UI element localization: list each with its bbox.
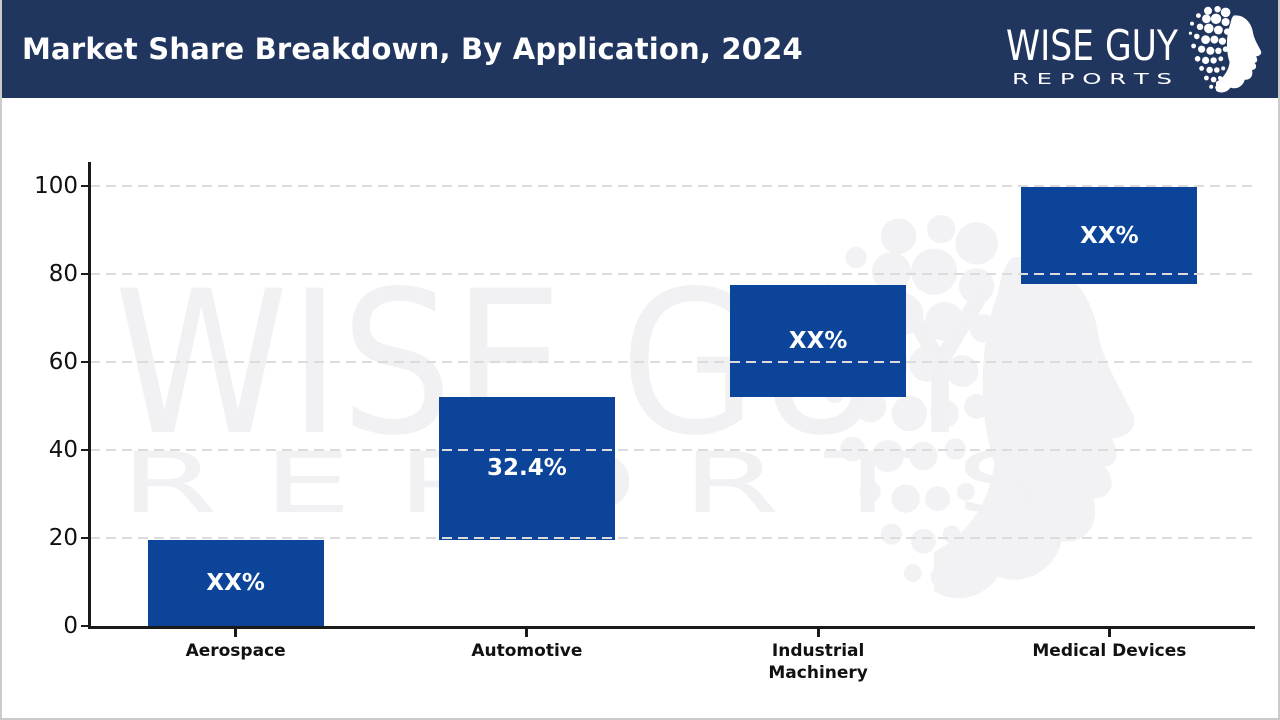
logo-subtext: R E P O R T S: [1012, 70, 1172, 88]
xtick-label-1: Automotive: [471, 641, 583, 661]
ytick-label-60: 60: [48, 349, 78, 375]
xtick-mark-3: [1107, 629, 1111, 637]
gridline-y40: [90, 449, 1255, 451]
chart-title: Market Share Breakdown, By Application, …: [22, 32, 803, 66]
ytick-label-100: 100: [34, 173, 78, 199]
ytick-mark-80: [81, 273, 89, 275]
wiseguy-logo: WISE GUY R E P O R T S: [998, 4, 1268, 96]
logo-head-icon: [1188, 6, 1262, 93]
bar-industrial-machinery: XX%: [730, 285, 907, 398]
ytick-label-80: 80: [48, 261, 78, 287]
xtick-label-0: Aerospace: [185, 641, 286, 661]
gridline-y100: [90, 185, 1255, 187]
bar-value-label: XX%: [1080, 222, 1139, 249]
bar-value-label: 32.4%: [486, 455, 567, 482]
ytick-label-20: 20: [48, 525, 78, 551]
plot-area: WISE GUY R E P O R T S 020406080100XX%32…: [2, 98, 1278, 718]
ytick-label-0: 0: [63, 613, 78, 639]
bar-value-label: XX%: [788, 328, 848, 355]
ytick-label-40: 40: [48, 437, 78, 463]
y-axis-spine: [88, 162, 91, 628]
logo-text: WISE GUY: [1006, 21, 1178, 70]
bar-medical-devices: XX%: [1021, 187, 1198, 285]
ytick-mark-100: [81, 185, 89, 187]
xtick-mark-0: [234, 629, 238, 637]
header-bar: Market Share Breakdown, By Application, …: [2, 0, 1278, 98]
ytick-mark-60: [81, 361, 89, 363]
xtick-label-3: Medical Devices: [1032, 641, 1187, 661]
xtick-mark-2: [816, 629, 820, 637]
bar-value-label: XX%: [206, 570, 265, 597]
bar-automotive: 32.4%: [438, 397, 615, 540]
x-axis-spine: [88, 626, 1255, 629]
bar-aerospace: XX%: [147, 540, 324, 626]
gridline-y20: [90, 537, 1255, 539]
xtick-label-2: Industrial Machinery: [768, 641, 868, 683]
gridline-y80: [90, 273, 1255, 275]
ytick-mark-40: [81, 449, 89, 451]
ytick-mark-0: [81, 625, 89, 627]
xtick-mark-1: [525, 629, 529, 637]
gridline-y60: [90, 361, 1255, 363]
ytick-mark-20: [81, 537, 89, 539]
